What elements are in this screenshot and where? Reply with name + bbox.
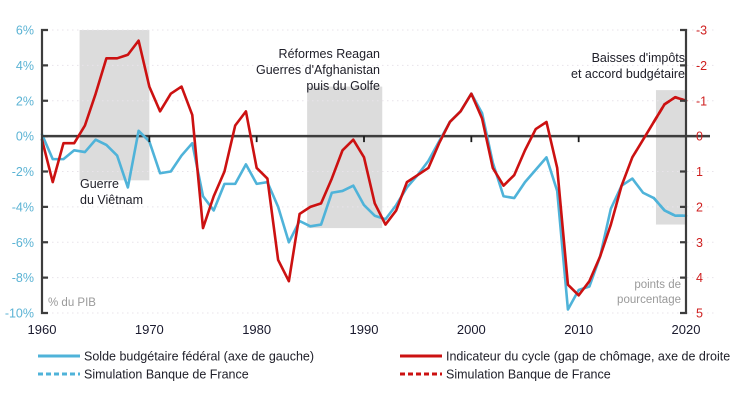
chart-legend: Solde budgétaire fédéral (axe de gauche)…: [38, 350, 730, 382]
series-line-sim-left: [652, 196, 688, 218]
shaded-band-0: [79, 30, 150, 181]
axes-group: [40, 28, 688, 315]
legend-label: Solde budgétaire fédéral (axe de gauche): [84, 350, 314, 364]
x-axis-tick-label: 2010: [564, 322, 593, 337]
y-axis-right-tick-label: 5: [696, 307, 703, 321]
legend-label: Indicateur du cycle (gap de chômage, axe…: [446, 350, 730, 364]
annotation-reagan: Guerres d'Afghanistan: [256, 63, 380, 77]
x-axis-tick-label: 1990: [350, 322, 379, 337]
y-axis-left-tick-label: -4%: [12, 200, 34, 214]
right-unit-line2: pourcentage: [617, 294, 681, 306]
y-axis-right-tick-label: 2: [696, 200, 703, 214]
annotation-vietnam: du Viêtnam: [80, 193, 143, 207]
y-axis-right-tick-label: -3: [696, 24, 707, 38]
x-axis-tick-label: 1970: [135, 322, 164, 337]
shaded-bands-group: [79, 30, 686, 229]
x-axis-tick-label: 2020: [672, 322, 701, 337]
annotation-vietnam: Guerre: [80, 177, 119, 191]
annotation-reagan: Réformes Reagan: [279, 47, 380, 61]
y-axis-left-tick-label: 0%: [16, 130, 34, 144]
legend-label: Simulation Banque de France: [84, 368, 249, 382]
x-axis-tick-label: 1980: [242, 322, 271, 337]
y-axis-left-tick-label: 2%: [16, 94, 34, 108]
x-axis-tick-label: 2000: [457, 322, 486, 337]
series-line-sim-right: [652, 95, 688, 124]
legend-label: Simulation Banque de France: [446, 368, 611, 382]
y-axis-left-tick-label: 6%: [16, 24, 34, 38]
annotations-group: Guerre du Viêtnam Réformes Reagan Guerres d…: [80, 47, 685, 207]
y-axis-right-tick-label: 1: [696, 165, 703, 179]
tick-labels-group: 6% 4% 2% 0% -2% -4% -6% -8% -10% -3 -2 -1 0 1 2 3 4 5 1960…: [5, 24, 707, 338]
y-axis-left-tick-label: -8%: [12, 271, 34, 285]
gridlines-group: [42, 29, 714, 314]
y-axis-left-tick-label: -10%: [5, 307, 34, 321]
right-unit-line1: points de: [634, 279, 681, 291]
left-unit: % du PIB: [48, 297, 96, 309]
y-axis-left-tick-label: -2%: [12, 165, 34, 179]
annotation-taxcuts: et accord budgétaire: [571, 67, 685, 81]
y-axis-left-tick-label: -6%: [12, 236, 34, 250]
annotation-taxcuts: Baisses d'impôts: [592, 51, 685, 65]
y-axis-right-tick-label: 3: [696, 236, 703, 250]
annotation-reagan: puis du Golfe: [306, 79, 380, 93]
series-line-right: [40, 39, 688, 297]
y-axis-right-tick-label: -1: [696, 94, 707, 108]
x-axis-tick-label: 1960: [28, 322, 57, 337]
y-axis-right-tick-label: -2: [696, 59, 707, 73]
y-axis-right-tick-label: 4: [696, 271, 703, 285]
y-axis-right-tick-label: 0: [696, 130, 703, 144]
y-axis-left-tick-label: 4%: [16, 59, 34, 73]
